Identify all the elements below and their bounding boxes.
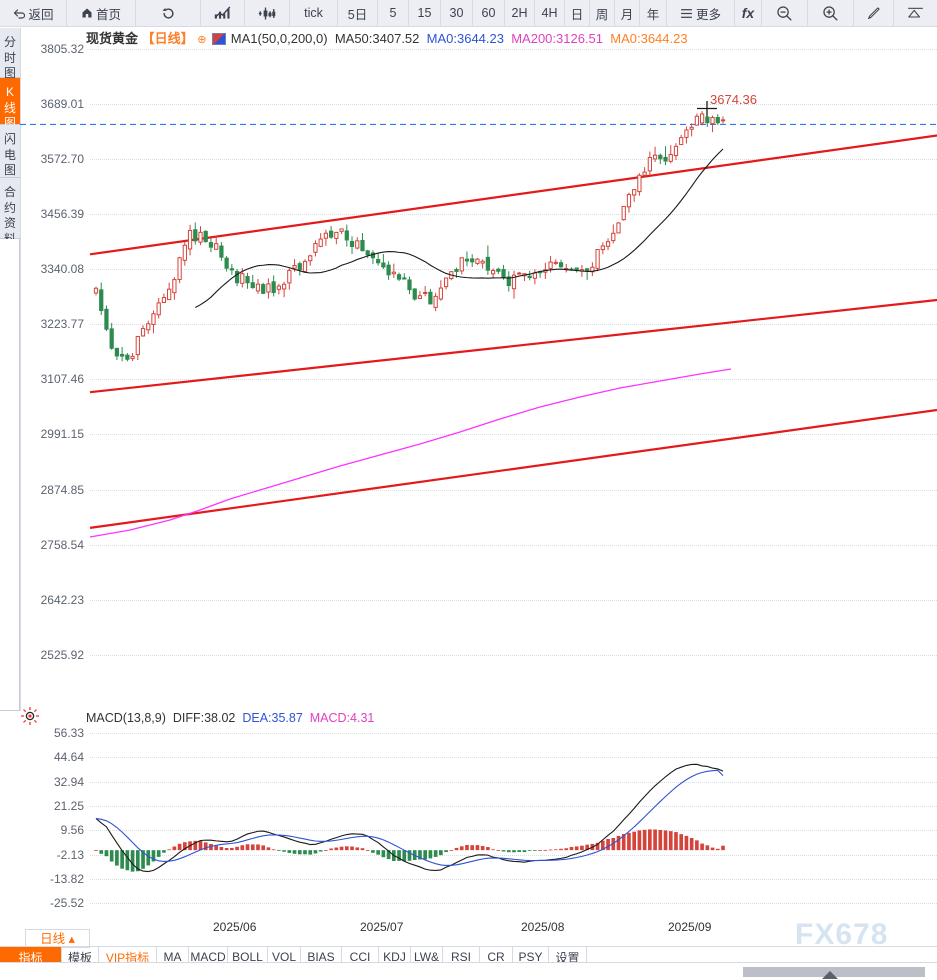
svg-text:3674.36: 3674.36: [710, 92, 757, 107]
